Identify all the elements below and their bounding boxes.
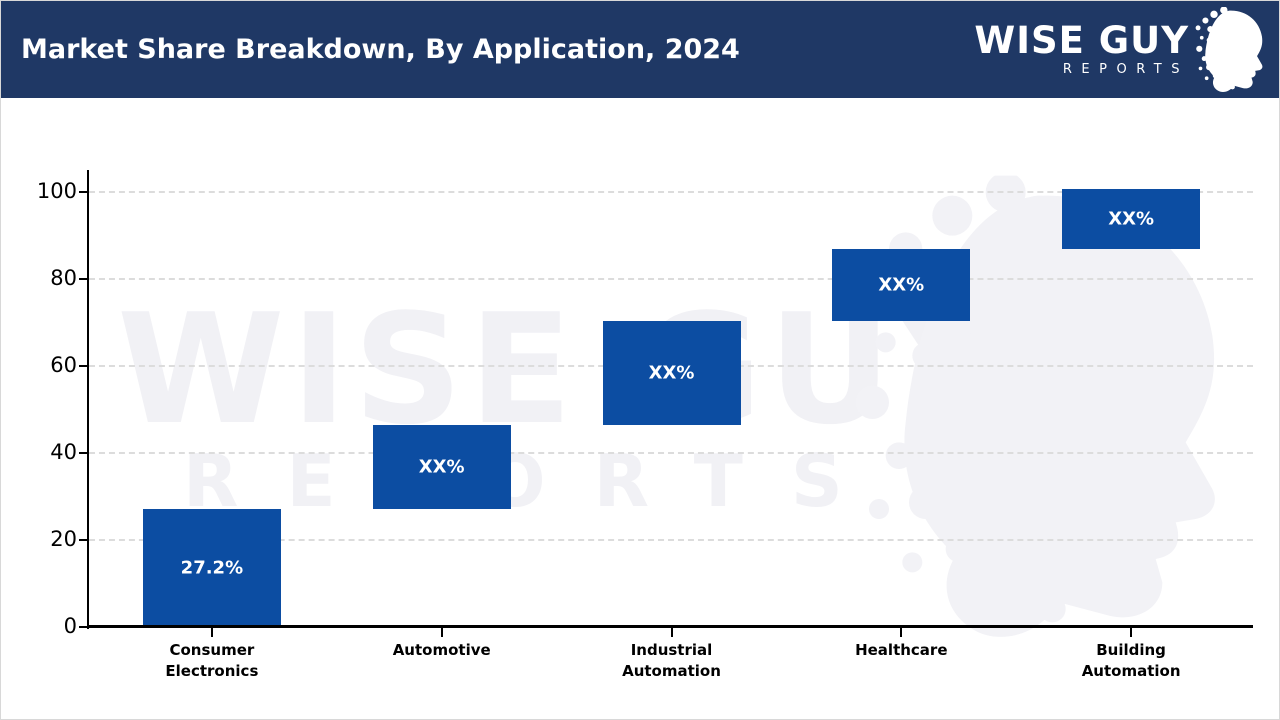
bar-building-automation (1062, 188, 1201, 249)
y-tick-label-20: 20 (50, 527, 77, 551)
bar-value-label: XX% (648, 362, 695, 384)
page-title: Market Share Breakdown, By Application, … (21, 34, 740, 65)
x-tick-mark-4 (1130, 628, 1133, 637)
y-tick-mark-80 (79, 278, 87, 280)
bar-value-label: XX% (418, 456, 465, 478)
gridline-40 (89, 452, 1253, 454)
bar-automotive (372, 425, 511, 509)
y-axis-line (87, 170, 89, 629)
y-tick-label-100: 100 (36, 179, 77, 203)
bar-value-label: XX% (1108, 208, 1154, 230)
x-tick-mark-0 (210, 628, 213, 637)
bar-healthcare (832, 248, 971, 322)
x-category-label: Automotive (392, 641, 491, 659)
y-tick-label-60: 60 (50, 353, 77, 377)
wiseguy-logo-text: WISE GUY REPORTS (974, 22, 1189, 77)
x-category-label: Building Automation (1081, 641, 1181, 680)
x-tick-mark-1 (440, 628, 443, 637)
bar-value-label: 27.2% (180, 557, 244, 579)
wiseguy-logo: WISE GUY REPORTS (974, 7, 1269, 93)
y-tick-mark-0 (79, 626, 87, 628)
x-category-label: Healthcare (855, 641, 948, 659)
x-tick-mark-3 (900, 628, 903, 637)
x-axis-line (87, 625, 1253, 628)
header-bar: Market Share Breakdown, By Application, … (1, 1, 1279, 98)
y-tick-mark-100 (79, 191, 87, 193)
bar-value-label: XX% (878, 274, 925, 296)
gridline-80 (89, 278, 1253, 280)
y-tick-label-40: 40 (50, 440, 77, 464)
wiseguy-logo-name: WISE GUY (974, 19, 1189, 62)
y-tick-mark-40 (79, 452, 87, 454)
x-category-label: Consumer Electronics (165, 641, 259, 680)
y-tick-label-80: 80 (50, 266, 77, 290)
x-tick-mark-2 (670, 628, 673, 637)
wiseguy-logo-sub: REPORTS (1062, 62, 1189, 77)
y-tick-mark-60 (79, 365, 87, 367)
x-category-label: Industrial Automation (622, 641, 721, 680)
bar-consumer-electronics (142, 508, 281, 627)
wiseguy-face-icon (1191, 7, 1269, 93)
y-tick-label-0: 0 (63, 614, 77, 638)
y-tick-mark-20 (79, 539, 87, 541)
gridline-20 (89, 539, 1253, 541)
gridline-100 (89, 191, 1253, 193)
bar-industrial-automation (602, 321, 741, 426)
